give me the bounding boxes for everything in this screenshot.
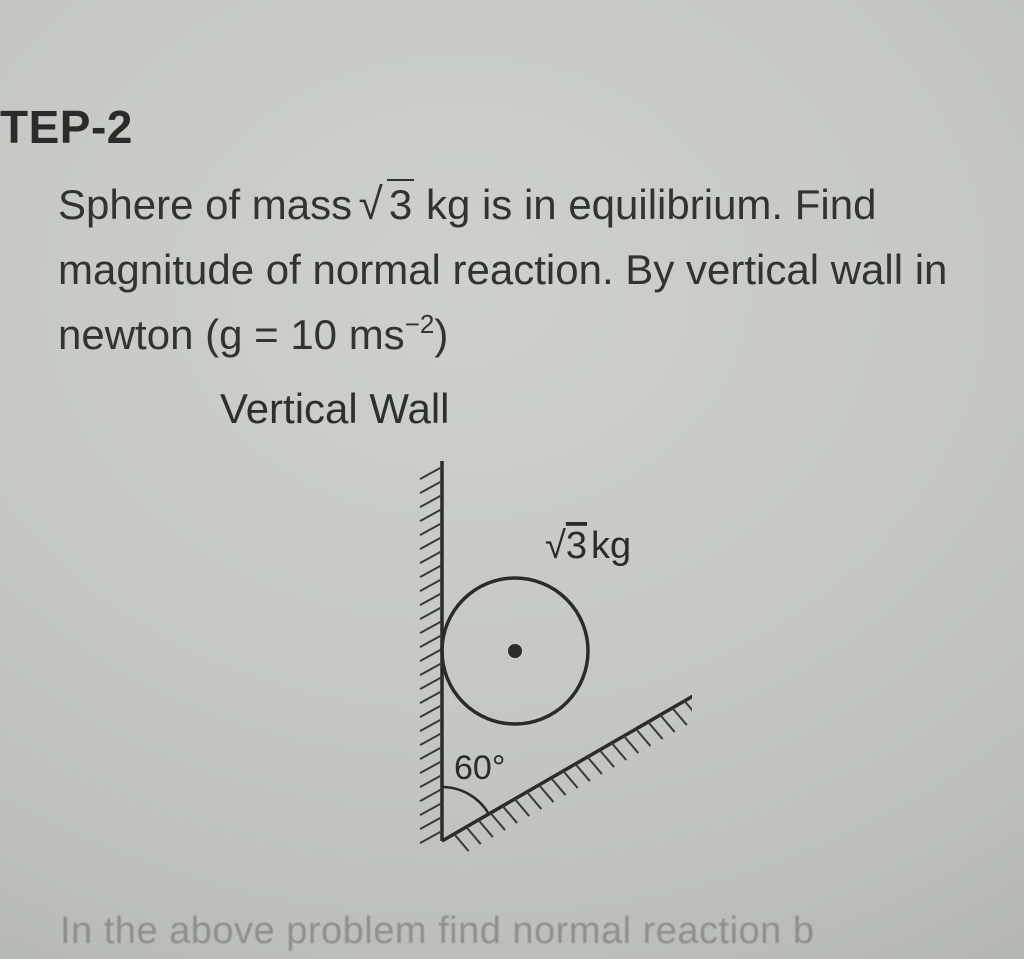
problem-line-2: magnitude of normal reaction. By vertica… (58, 237, 1020, 302)
text: kg is in equilibrium. Find (426, 181, 877, 228)
text: newton (g = 10 ms (58, 311, 405, 358)
cutoff-text: In the above problem find normal reactio… (60, 910, 814, 953)
sqrt-expression: 3 (364, 172, 414, 237)
problem-line-3: newton (g = 10 ms−2) (58, 302, 1020, 367)
svg-text:60°: 60° (454, 749, 505, 787)
diagram-section: Vertical Wall √3kg 60° (0, 385, 1024, 861)
exponent: −2 (405, 309, 435, 339)
text: Sphere of mass (58, 181, 364, 228)
problem-statement: Sphere of mass 3 kg is in equilibrium. F… (0, 172, 1024, 367)
text: ) (434, 311, 448, 358)
diagram-title: Vertical Wall (0, 385, 1024, 433)
problem-line-1: Sphere of mass 3 kg is in equilibrium. F… (58, 172, 1020, 237)
page-content: TEP-2 Sphere of mass 3 kg is in equilibr… (0, 100, 1024, 861)
radicand: 3 (387, 179, 414, 228)
svg-text:√3kg: √3kg (545, 525, 631, 567)
physics-diagram: √3kg 60° (332, 441, 692, 861)
step-heading: TEP-2 (0, 100, 1024, 154)
